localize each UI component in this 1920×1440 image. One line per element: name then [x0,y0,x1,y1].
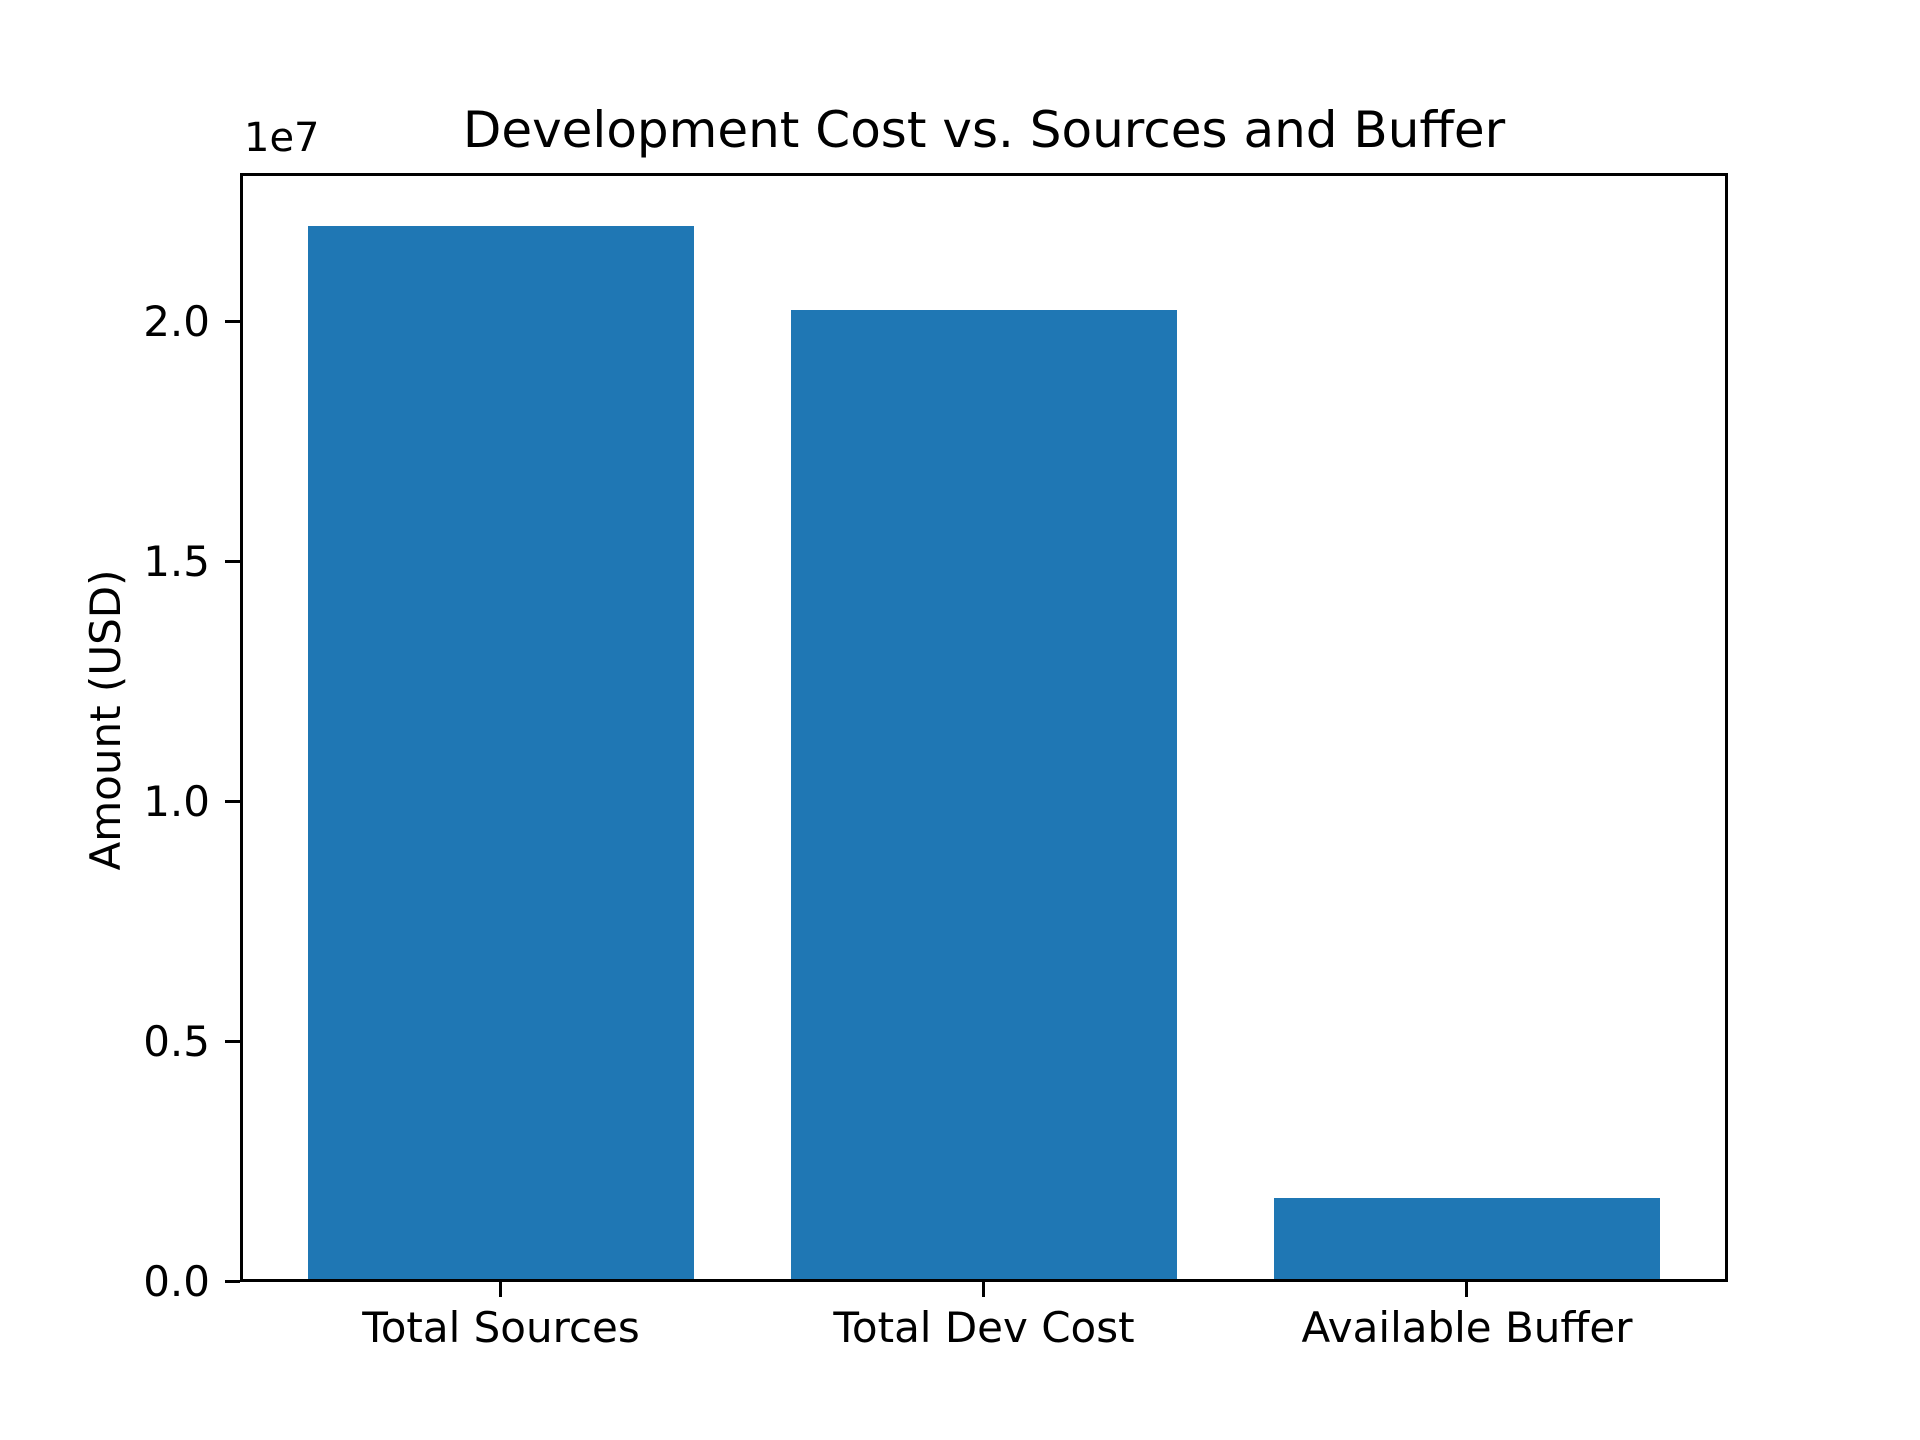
x-tick-label: Available Buffer [1301,1303,1633,1352]
bar-total-dev-cost [791,310,1177,1282]
x-tick-label: Total Dev Cost [833,1303,1135,1352]
y-tick-mark [225,1280,240,1283]
y-axis-offset-label: 1e7 [244,115,320,161]
y-tick-label: 0.5 [143,1017,210,1066]
y-tick-label: 1.0 [143,777,210,826]
bar-available-buffer [1274,1198,1660,1282]
x-tick-mark [1465,1282,1468,1297]
chart-title: Development Cost vs. Sources and Buffer [462,101,1506,159]
x-tick-mark [499,1282,502,1297]
y-tick-mark [225,800,240,803]
y-tick-mark [225,320,240,323]
x-tick-label: Total Sources [362,1303,640,1352]
y-tick-label: 0.0 [143,1257,210,1306]
y-tick-mark [225,560,240,563]
x-tick-mark [982,1282,985,1297]
y-tick-label: 1.5 [143,537,210,586]
y-tick-label: 2.0 [143,297,210,346]
y-tick-mark [225,1040,240,1043]
bar-total-sources [308,226,694,1282]
